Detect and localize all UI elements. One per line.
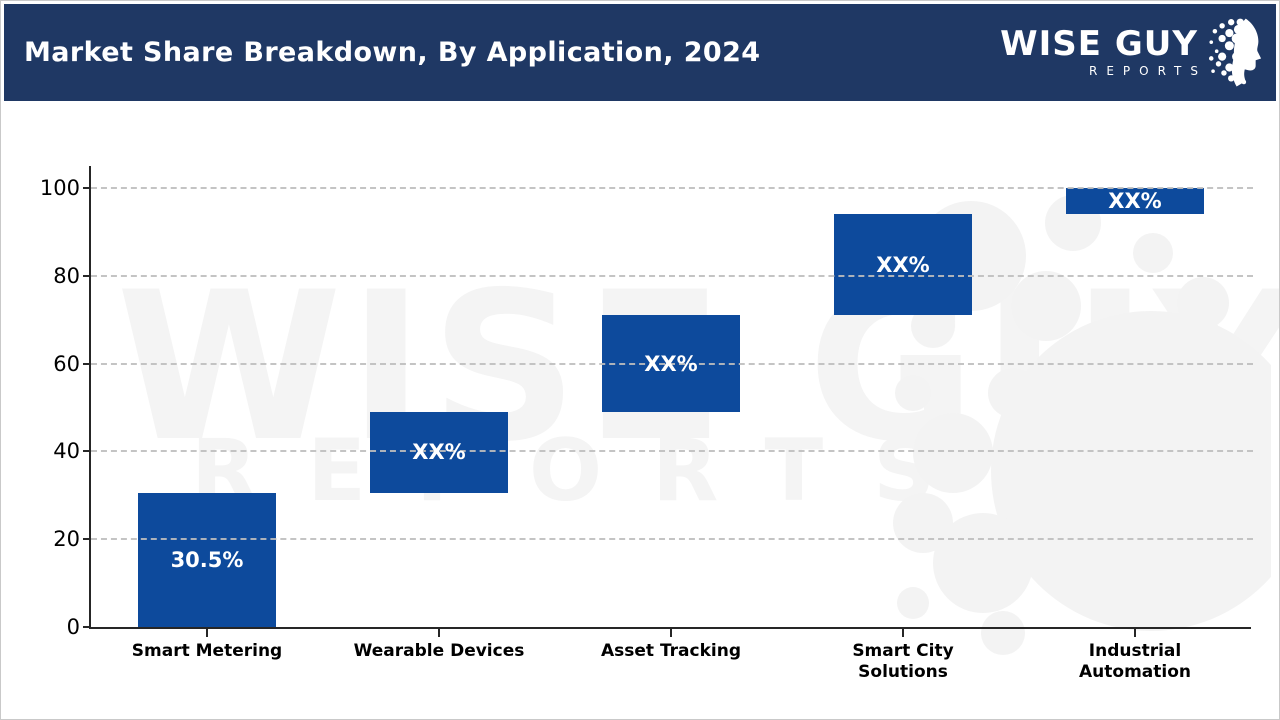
gridline (91, 187, 1253, 189)
bar-segment-wearable-devices (370, 411, 508, 494)
brand-logo-text: WISE GUY REPORTS (1000, 27, 1198, 78)
x-tick-mark (670, 629, 672, 637)
y-tick-label: 80 (53, 263, 80, 288)
x-category-label: Smart Metering (131, 641, 283, 661)
bar-value-label: XX% (412, 440, 466, 465)
brand-logo: WISE GUY REPORTS (1000, 4, 1262, 101)
x-tick-mark (206, 629, 208, 637)
x-tick-mark (438, 629, 440, 637)
x-category-label: Industrial Automation (1079, 641, 1191, 682)
x-category-label: Smart City Solutions (852, 641, 954, 682)
y-tick-mark (83, 626, 91, 628)
gridline (91, 362, 1253, 365)
y-tick-mark (83, 274, 91, 277)
x-tick-mark (1134, 629, 1136, 637)
y-tick-mark (83, 538, 91, 541)
x-category-label: Wearable Devices (353, 641, 525, 661)
watermark-text-2: REPORTS (191, 421, 986, 521)
bar-segment-smart-city-solutions (834, 214, 972, 316)
y-tick-label: 60 (53, 351, 80, 376)
bar-value-label: XX% (1108, 189, 1162, 214)
bar-value-label: 30.5% (170, 548, 244, 573)
x-axis (89, 627, 1251, 629)
x-category-label: Asset Tracking (600, 641, 742, 661)
y-tick-label: 0 (66, 615, 80, 639)
brand-tagline: REPORTS (1088, 64, 1207, 78)
brand-face-icon (1208, 18, 1262, 87)
y-tick-mark (83, 187, 91, 189)
watermark-face-graphic (893, 195, 1271, 655)
bar-segment-smart-metering (138, 493, 276, 627)
y-tick-mark (83, 450, 91, 453)
gridline (91, 450, 1253, 453)
bar-value-label: XX% (644, 351, 698, 376)
y-tick-mark (83, 362, 91, 365)
bar-segment-industrial-automation (1066, 188, 1204, 215)
y-tick-label: 20 (53, 527, 80, 552)
bar-value-label: XX% (876, 252, 930, 277)
gridline (91, 538, 1253, 541)
page-title: Market Share Breakdown, By Application, … (24, 37, 761, 68)
y-tick-label: 40 (53, 439, 80, 464)
y-axis (89, 166, 91, 629)
gridline (91, 274, 1253, 277)
header-band: Market Share Breakdown, By Application, … (4, 4, 1276, 101)
x-tick-mark (902, 629, 904, 637)
y-tick-label: 100 (39, 176, 80, 200)
brand-name: WISE GUY (1000, 24, 1198, 64)
